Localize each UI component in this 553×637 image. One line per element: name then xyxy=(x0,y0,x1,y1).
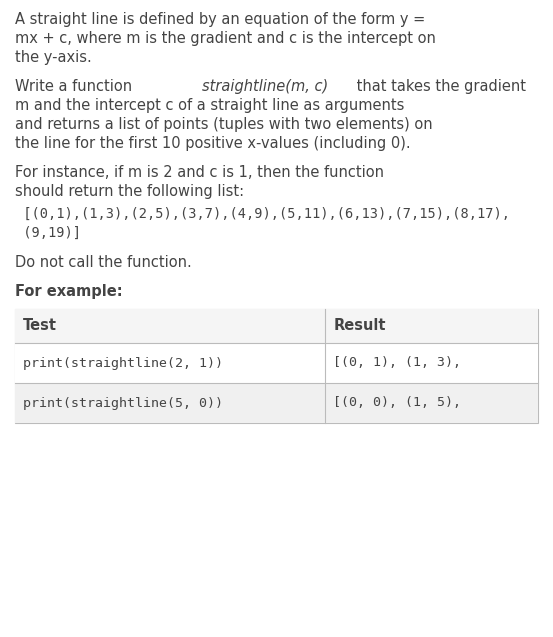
Text: that takes the gradient: that takes the gradient xyxy=(352,79,526,94)
Text: [(0, 1), (1, 3),: [(0, 1), (1, 3), xyxy=(333,357,461,369)
Text: [(0, 0), (1, 5),: [(0, 0), (1, 5), xyxy=(333,396,461,410)
Text: print(straightline(5, 0)): print(straightline(5, 0)) xyxy=(23,396,223,410)
Text: Test: Test xyxy=(23,318,57,334)
Text: Write a function: Write a function xyxy=(15,79,137,94)
Text: Result: Result xyxy=(333,318,385,334)
Text: For instance, if m is 2 and c is 1, then the function: For instance, if m is 2 and c is 1, then… xyxy=(15,165,384,180)
Text: and returns a list of points (tuples with two elements) on: and returns a list of points (tuples wit… xyxy=(15,117,432,132)
Text: straightline(m, c): straightline(m, c) xyxy=(202,79,328,94)
Bar xyxy=(15,309,538,343)
Bar xyxy=(15,383,538,423)
Bar xyxy=(15,309,538,423)
Text: Do not call the function.: Do not call the function. xyxy=(15,255,192,270)
Text: the line for the first 10 positive x-values (including 0).: the line for the first 10 positive x-val… xyxy=(15,136,411,151)
Text: mx + c, where m is the gradient and c is the intercept on: mx + c, where m is the gradient and c is… xyxy=(15,31,436,46)
Bar xyxy=(15,343,538,383)
Text: the y-axis.: the y-axis. xyxy=(15,50,92,65)
Text: should return the following list:: should return the following list: xyxy=(15,184,244,199)
Text: (9,19)]: (9,19)] xyxy=(15,226,81,240)
Text: m and the intercept c of a straight line as arguments: m and the intercept c of a straight line… xyxy=(15,98,404,113)
Text: print(straightline(2, 1)): print(straightline(2, 1)) xyxy=(23,357,223,369)
Text: For example:: For example: xyxy=(15,284,123,299)
Text: A straight line is defined by an equation of the form y =: A straight line is defined by an equatio… xyxy=(15,12,425,27)
Text: [(0,1),(1,3),(2,5),(3,7),(4,9),(5,11),(6,13),(7,15),(8,17),: [(0,1),(1,3),(2,5),(3,7),(4,9),(5,11),(6… xyxy=(15,207,510,221)
